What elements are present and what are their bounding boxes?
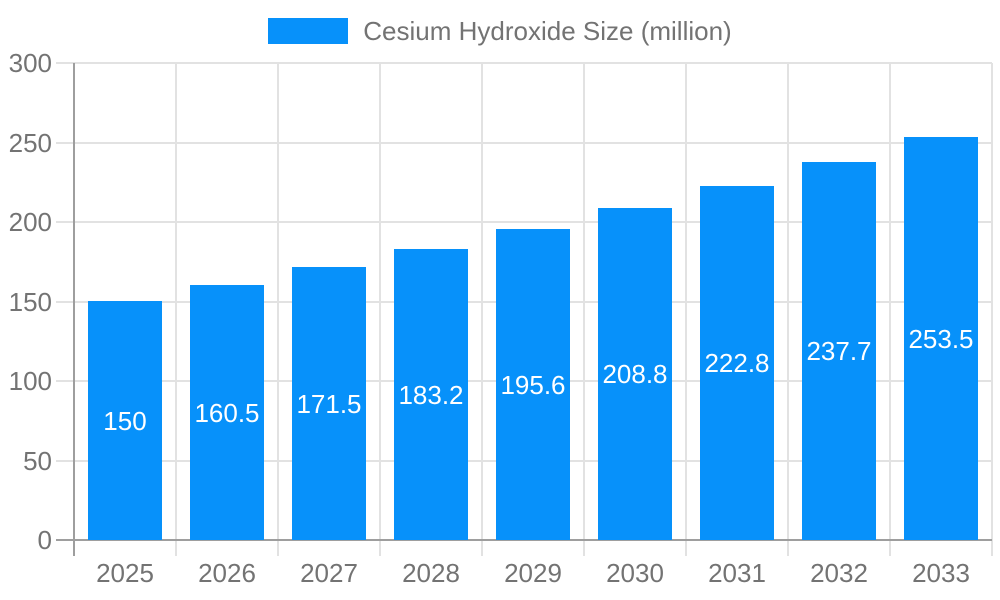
x-axis-label: 2025 bbox=[96, 558, 154, 588]
gridline-vertical bbox=[481, 63, 483, 556]
gridline-vertical bbox=[685, 63, 687, 556]
y-axis-line bbox=[73, 63, 75, 556]
x-axis-label: 2029 bbox=[504, 558, 562, 588]
x-axis-label: 2030 bbox=[606, 558, 664, 588]
bar: 237.7 bbox=[802, 162, 876, 540]
bar: 208.8 bbox=[598, 208, 672, 540]
bar-value-label: 237.7 bbox=[806, 336, 872, 366]
y-axis-label: 300 bbox=[8, 48, 52, 78]
legend-label: Cesium Hydroxide Size (million) bbox=[363, 15, 732, 46]
gridline-vertical bbox=[787, 63, 789, 556]
bar: 160.5 bbox=[190, 285, 264, 540]
bar-value-label: 253.5 bbox=[908, 324, 974, 354]
gridline-vertical bbox=[889, 63, 891, 556]
y-axis-label: 100 bbox=[8, 366, 52, 396]
bar: 195.6 bbox=[496, 229, 570, 540]
gridline-vertical bbox=[175, 63, 177, 556]
x-axis-line bbox=[56, 539, 992, 541]
y-axis-label: 50 bbox=[23, 446, 52, 476]
gridline-vertical bbox=[277, 63, 279, 556]
bar-value-label: 171.5 bbox=[296, 389, 362, 419]
x-axis-label: 2027 bbox=[300, 558, 358, 588]
bar-value-label: 195.6 bbox=[500, 370, 566, 400]
gridline-vertical bbox=[379, 63, 381, 556]
y-axis-label: 0 bbox=[37, 525, 52, 555]
legend-swatch bbox=[268, 18, 349, 44]
x-axis-label: 2028 bbox=[402, 558, 460, 588]
bar: 222.8 bbox=[700, 186, 774, 540]
legend[interactable]: Cesium Hydroxide Size (million) bbox=[0, 16, 1000, 46]
gridline-vertical bbox=[991, 63, 993, 556]
bar: 253.5 bbox=[904, 137, 978, 540]
gridline-horizontal bbox=[56, 221, 992, 223]
bar-value-label: 160.5 bbox=[194, 398, 260, 428]
y-axis-label: 250 bbox=[8, 128, 52, 158]
x-axis-label: 2031 bbox=[708, 558, 766, 588]
bar-value-label: 150 bbox=[103, 406, 147, 436]
y-axis-label: 200 bbox=[8, 207, 52, 237]
x-axis-label: 2033 bbox=[912, 558, 970, 588]
gridline-horizontal bbox=[56, 142, 992, 144]
x-axis-label: 2032 bbox=[810, 558, 868, 588]
bar: 150 bbox=[88, 301, 162, 540]
gridline-vertical bbox=[583, 63, 585, 556]
gridline-horizontal bbox=[56, 62, 992, 64]
bar: 183.2 bbox=[394, 249, 468, 540]
x-axis-label: 2026 bbox=[198, 558, 256, 588]
bar-value-label: 222.8 bbox=[704, 348, 770, 378]
bar: 171.5 bbox=[292, 267, 366, 540]
bar-value-label: 208.8 bbox=[602, 359, 668, 389]
bar-value-label: 183.2 bbox=[398, 380, 464, 410]
y-axis-label: 150 bbox=[8, 287, 52, 317]
